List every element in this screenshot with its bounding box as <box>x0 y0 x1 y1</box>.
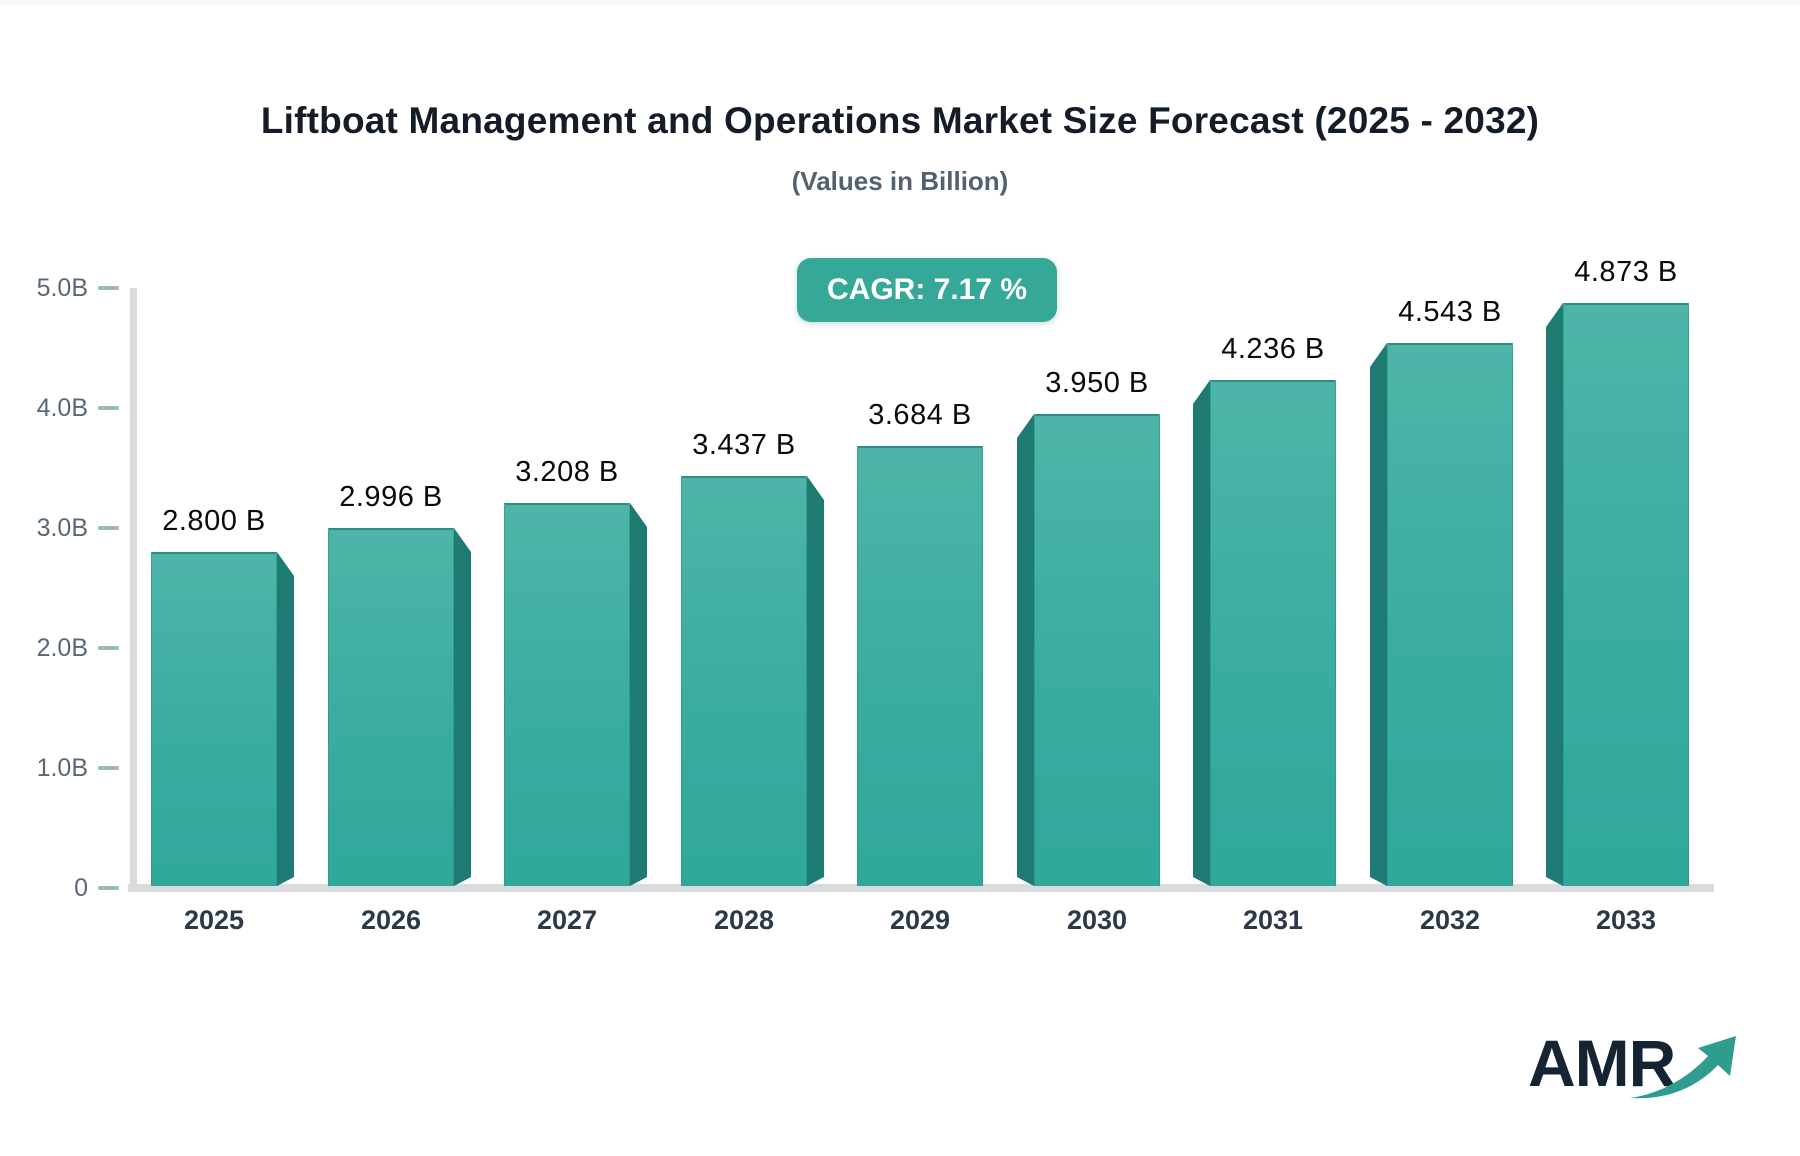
x-axis-label: 2026 <box>360 905 422 935</box>
y-axis-label: 5.0B <box>36 274 88 302</box>
bar-value-label: 3.684 B <box>868 399 972 431</box>
x-axis-label: 2025 <box>183 905 245 935</box>
chart-title: Liftboat Management and Operations Marke… <box>260 100 1540 141</box>
x-axis-label: 2031 <box>1242 905 1304 935</box>
cagr-badge: CAGR: 7.17 % <box>797 258 1058 322</box>
bar-value-label: 3.437 B <box>692 429 796 461</box>
bar-side <box>277 552 294 886</box>
bar-side <box>807 476 824 886</box>
bar-value-label: 2.996 B <box>339 481 443 513</box>
bar-2027 <box>504 503 630 886</box>
bar-2031 <box>1210 380 1336 886</box>
amr-logo-text: AMR <box>1528 1026 1676 1100</box>
x-axis-label: 2032 <box>1419 905 1481 935</box>
y-axis-label: 1.0B <box>36 754 88 782</box>
bar-2033 <box>1563 303 1689 886</box>
cagr-badge-label: CAGR: 7.17 % <box>827 273 1028 306</box>
bar-value-label: 3.208 B <box>515 456 619 488</box>
x-axis-label: 2030 <box>1066 905 1128 935</box>
bar-2032 <box>1387 343 1513 886</box>
bar-2026 <box>328 528 454 886</box>
bar-side <box>630 503 647 886</box>
bar-side <box>1017 414 1034 886</box>
bar-2030 <box>1034 414 1160 886</box>
bar-value-label: 4.543 B <box>1398 296 1502 328</box>
bar-side <box>1546 303 1563 886</box>
y-axis-line <box>130 288 137 892</box>
bar-value-label: 4.236 B <box>1221 333 1325 365</box>
x-axis-label: 2028 <box>713 905 775 935</box>
y-tick <box>98 766 119 770</box>
x-axis-baseline <box>128 884 1714 892</box>
bar-value-label: 2.800 B <box>162 505 266 537</box>
card-top-edge <box>0 0 1800 5</box>
x-axis-label: 2027 <box>536 905 598 935</box>
y-tick <box>98 646 119 650</box>
bar-side <box>1370 343 1387 886</box>
y-tick <box>98 406 119 410</box>
bar-2029 <box>857 446 983 886</box>
y-axis-label: 0 <box>74 874 88 902</box>
x-axis-label: 2033 <box>1595 905 1657 935</box>
bar-side <box>454 528 471 886</box>
bar-2028 <box>681 476 807 886</box>
y-axis-label: 4.0B <box>36 394 88 422</box>
y-tick <box>98 286 119 290</box>
y-tick <box>98 886 119 890</box>
bar-value-label: 3.950 B <box>1045 367 1149 399</box>
x-axis-label: 2029 <box>889 905 951 935</box>
bar-value-label: 4.873 B <box>1574 256 1678 288</box>
chart-subtitle: (Values in Billion) <box>791 166 1009 196</box>
y-axis-label: 3.0B <box>36 514 88 542</box>
y-tick <box>98 526 119 530</box>
bar-side <box>1193 380 1210 886</box>
y-axis-label: 2.0B <box>36 634 88 662</box>
bar-2025 <box>151 552 277 886</box>
amr-logo: AMR <box>1528 1030 1768 1120</box>
growth-arrow-icon <box>1630 1036 1736 1099</box>
